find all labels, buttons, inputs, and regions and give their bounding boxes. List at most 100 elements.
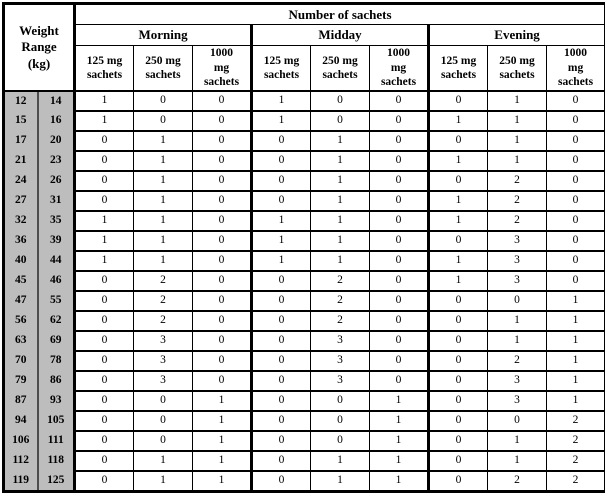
weight-high-cell: 46 [38, 271, 75, 291]
dose-cell: 2 [488, 171, 547, 191]
dose-cell: 0 [429, 91, 488, 111]
dose-cell: 0 [488, 411, 547, 431]
dose-cell: 0 [252, 411, 311, 431]
dose-cell: 0 [547, 131, 605, 151]
dose-cell: 2 [547, 411, 605, 431]
weight-high-cell: 16 [38, 111, 75, 131]
dose-cell: 2 [547, 471, 605, 492]
dose-cell: 1 [134, 251, 193, 271]
dose-cell: 1 [311, 151, 370, 171]
weight-high-cell: 62 [38, 311, 75, 331]
dose-cell: 1 [547, 311, 605, 331]
weight-low-cell: 24 [4, 171, 38, 191]
dose-cell: 1 [252, 111, 311, 131]
dose-cell: 1 [75, 251, 134, 271]
dose-cell: 0 [547, 111, 605, 131]
dose-cell: 0 [488, 291, 547, 311]
dose-cell: 0 [370, 291, 429, 311]
dose-cell: 1 [193, 451, 252, 471]
dose-cell: 1 [547, 351, 605, 371]
number-of-sachets-header: Number of sachets [75, 4, 605, 25]
weight-high-cell: 78 [38, 351, 75, 371]
weight-low-cell: 56 [4, 311, 38, 331]
dose-cell: 1 [488, 91, 547, 111]
weight-low-cell: 27 [4, 191, 38, 211]
dose-cell: 0 [75, 311, 134, 331]
dose-cell: 0 [370, 311, 429, 331]
dose-cell: 0 [193, 191, 252, 211]
dose-cell: 1 [193, 411, 252, 431]
dose-cell: 1 [488, 151, 547, 171]
dose-cell: 0 [429, 131, 488, 151]
dose-cell: 1 [311, 131, 370, 151]
dose-cell: 0 [429, 171, 488, 191]
dose-cell: 1 [547, 291, 605, 311]
dose-cell: 0 [193, 171, 252, 191]
dose-cell: 1 [488, 131, 547, 151]
dose-cell: 0 [252, 291, 311, 311]
dose-cell: 2 [488, 211, 547, 231]
dose-cell: 0 [252, 391, 311, 411]
sachet-type-header-midday-3: 1000 mg sachets [370, 46, 429, 92]
dose-cell: 1 [134, 151, 193, 171]
dose-cell: 1 [134, 211, 193, 231]
weight-high-cell: 105 [38, 411, 75, 431]
weight-high-cell: 44 [38, 251, 75, 271]
dose-cell: 0 [252, 431, 311, 451]
dose-cell: 1 [488, 431, 547, 451]
dose-cell: 3 [134, 351, 193, 371]
dose-cell: 1 [193, 391, 252, 411]
dose-cell: 1 [429, 251, 488, 271]
dose-cell: 0 [75, 131, 134, 151]
document-page: Weight Range (kg) Number of sachets Morn… [0, 0, 605, 459]
dose-cell: 0 [75, 371, 134, 391]
weight-low-cell: 40 [4, 251, 38, 271]
sachet-type-header-morning-1: 125 mg sachets [75, 46, 134, 92]
weight-high-cell: 55 [38, 291, 75, 311]
dose-cell: 1 [75, 231, 134, 251]
dose-cell: 0 [547, 91, 605, 111]
dose-cell: 0 [193, 91, 252, 111]
dose-cell: 0 [75, 191, 134, 211]
dose-cell: 0 [193, 131, 252, 151]
dose-cell: 0 [193, 371, 252, 391]
dose-cell: 0 [429, 291, 488, 311]
dose-cell: 0 [134, 111, 193, 131]
dose-cell: 1 [252, 91, 311, 111]
dose-cell: 0 [134, 431, 193, 451]
weight-high-cell: 14 [38, 91, 75, 111]
dose-cell: 2 [488, 471, 547, 492]
dose-cell: 0 [547, 211, 605, 231]
dose-cell: 2 [134, 311, 193, 331]
dose-cell: 0 [252, 131, 311, 151]
dose-cell: 1 [429, 191, 488, 211]
weight-high-cell: 23 [38, 151, 75, 171]
weight-low-cell: 12 [4, 91, 38, 111]
sachet-type-header-morning-2: 250 mg sachets [134, 46, 193, 92]
weight-low-cell: 32 [4, 211, 38, 231]
dose-cell: 1 [488, 451, 547, 471]
sachet-type-header-evening-3: 1000 mg sachets [547, 46, 605, 92]
dose-cell: 0 [75, 151, 134, 171]
dose-cell: 2 [311, 291, 370, 311]
dose-cell: 3 [311, 371, 370, 391]
dose-cell: 0 [429, 431, 488, 451]
dose-cell: 0 [547, 151, 605, 171]
dose-cell: 0 [134, 91, 193, 111]
dose-cell: 0 [75, 331, 134, 351]
dose-cell: 0 [429, 371, 488, 391]
weight-low-cell: 112 [4, 451, 38, 471]
